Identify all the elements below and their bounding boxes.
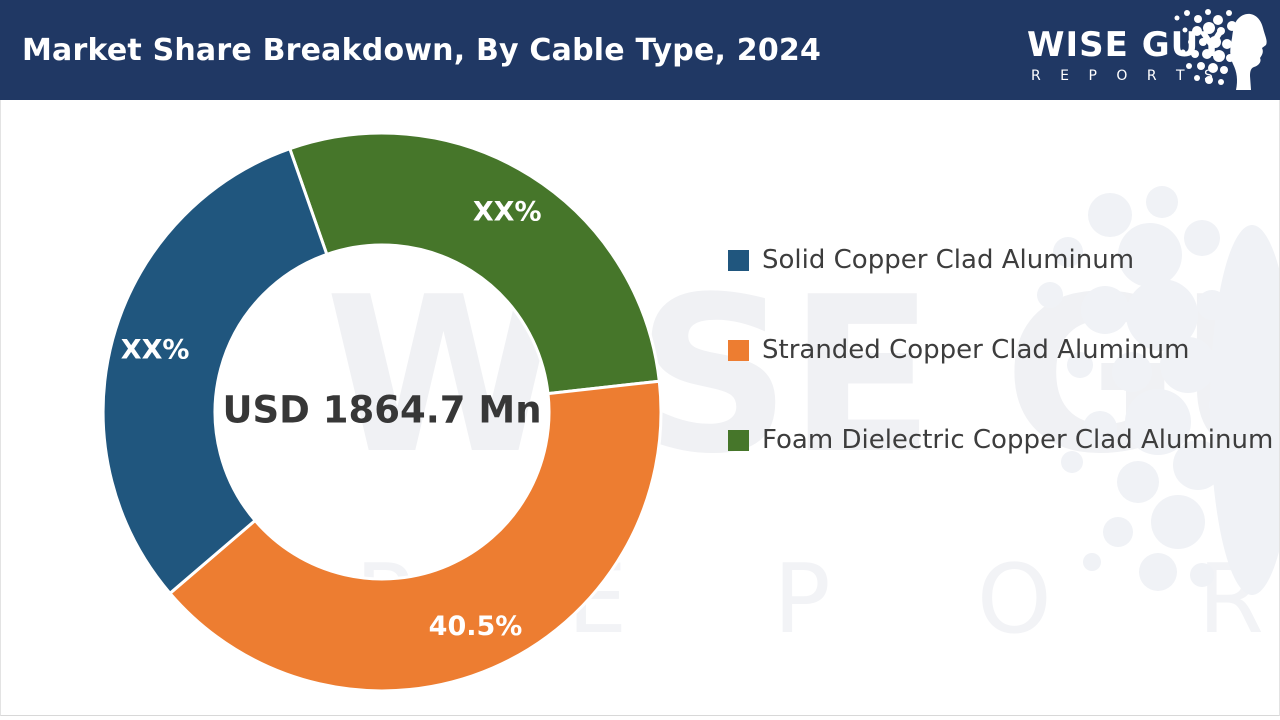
legend-item-foam-dielectric-cca: Foam Dielectric Copper Clad Aluminum (728, 424, 1273, 456)
donut-segment-0 (288, 131, 661, 396)
legend-label: Stranded Copper Clad Aluminum (762, 335, 1190, 365)
legend-swatch-green (728, 429, 749, 451)
chart-center-value: USD 1864.7 Mn (222, 389, 541, 432)
page-title: Market Share Breakdown, By Cable Type, 2… (22, 32, 822, 68)
wise-guy-reports-logo: WISE GUY R E P O R T S (1027, 9, 1267, 90)
header-bar: Market Share Breakdown, By Cable Type, 2… (0, 0, 1280, 100)
donut-segment-1 (168, 379, 663, 693)
slice-value-label-2: XX% (121, 334, 190, 365)
logo-face-profile (1230, 13, 1267, 90)
slice-value-label-1: 40.5% (429, 611, 523, 642)
legend-swatch-orange (728, 339, 749, 361)
legend-label: Foam Dielectric Copper Clad Aluminum (762, 425, 1274, 455)
slice-value-label-0: XX% (473, 197, 542, 228)
legend-item-stranded-cca: Stranded Copper Clad Aluminum (728, 334, 1273, 366)
logo-reports-text: R E P O R T S (1031, 68, 1220, 84)
legend-swatch-blue (728, 249, 749, 271)
chart-legend: Solid Copper Clad Aluminum Stranded Copp… (728, 244, 1273, 514)
watermark-head-dots (1037, 186, 1280, 595)
legend-item-solid-cca: Solid Copper Clad Aluminum (728, 244, 1273, 276)
logo-head-dots (1174, 9, 1237, 85)
legend-label: Solid Copper Clad Aluminum (762, 245, 1135, 275)
donut-segment-2 (101, 147, 329, 595)
logo-wordmark: WISE GUY (1027, 25, 1225, 65)
